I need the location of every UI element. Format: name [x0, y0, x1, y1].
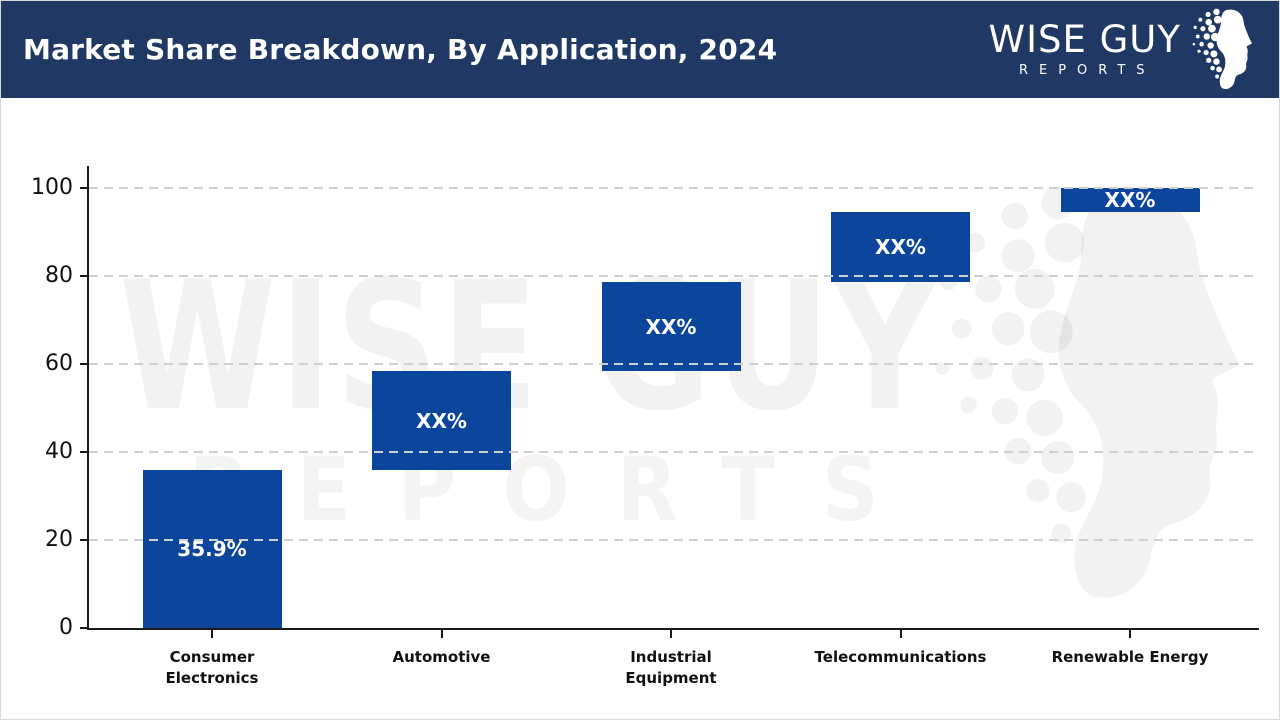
y-axis-tick-label: 80 [45, 263, 73, 288]
y-axis-tick [80, 275, 88, 277]
y-axis-tick-label: 60 [45, 351, 73, 376]
waterfall-bar-segment: XX% [601, 282, 741, 372]
bar-value-label: XX% [875, 235, 926, 260]
y-axis-tick [80, 627, 88, 629]
x-axis-tick [670, 630, 672, 638]
x-axis-tick [899, 630, 902, 638]
y-axis-tick-label: 20 [45, 527, 73, 552]
waterfall-bar-segment: XX% [1060, 188, 1200, 213]
logo-text-reports: REPORTS [1018, 63, 1156, 78]
x-axis-category-label: Industrial Equipment [625, 648, 717, 687]
waterfall-bar-segment: XX% [372, 371, 511, 471]
header: Market Share Breakdown, By Application, … [1, 1, 1279, 98]
x-axis-category-label: Automotive [392, 648, 491, 666]
watermark-text-wise-guy: WISE GUY [119, 243, 940, 450]
y-axis-tick-label: 0 [59, 615, 73, 640]
gridline [89, 451, 1257, 453]
bar-value-label: XX% [1104, 188, 1156, 213]
x-axis-category-label: Telecommunications [814, 648, 987, 666]
logo-text-wise-guy: WISE GUY [988, 18, 1181, 61]
x-axis-tick [211, 630, 213, 638]
x-axis-tick [1129, 630, 1131, 638]
bar-value-label: XX% [416, 408, 467, 433]
bar-value-label: 35.9% [177, 537, 247, 561]
dotted-head-icon [1192, 8, 1253, 89]
x-axis-line [87, 628, 1259, 630]
x-axis-tick [440, 630, 443, 638]
y-axis-tick [80, 363, 88, 365]
gridline [89, 539, 1257, 541]
chart-area: WISE GUY REPORTS 0 20 40 60 80 100 35.9% Consum… [1, 98, 1279, 719]
waterfall-bar-segment: XX% [831, 212, 970, 283]
y-axis-line [87, 166, 89, 630]
logo-wordmark: WISE GUY REPORTS [989, 21, 1181, 78]
x-axis-category-label: Renewable Energy [1051, 648, 1209, 666]
waterfall-bar-segment: 35.9% [142, 470, 282, 628]
gridline [89, 363, 1257, 365]
y-axis-tick [80, 187, 88, 189]
x-axis-category-label: Consumer Electronics [165, 648, 259, 687]
y-axis-tick-label: 40 [45, 439, 73, 464]
gridline [89, 187, 1257, 189]
wise-guy-logo: WISE GUY REPORTS [989, 8, 1257, 92]
bar-value-label: XX% [645, 314, 697, 339]
watermark-dotted-head [935, 186, 1240, 598]
y-axis-tick [80, 539, 88, 541]
y-axis-tick [80, 451, 88, 453]
watermark-text-reports: REPORTS [189, 446, 926, 534]
y-axis-tick-label: 100 [31, 175, 73, 200]
page-title: Market Share Breakdown, By Application, … [23, 33, 778, 66]
gridline [89, 275, 1257, 277]
